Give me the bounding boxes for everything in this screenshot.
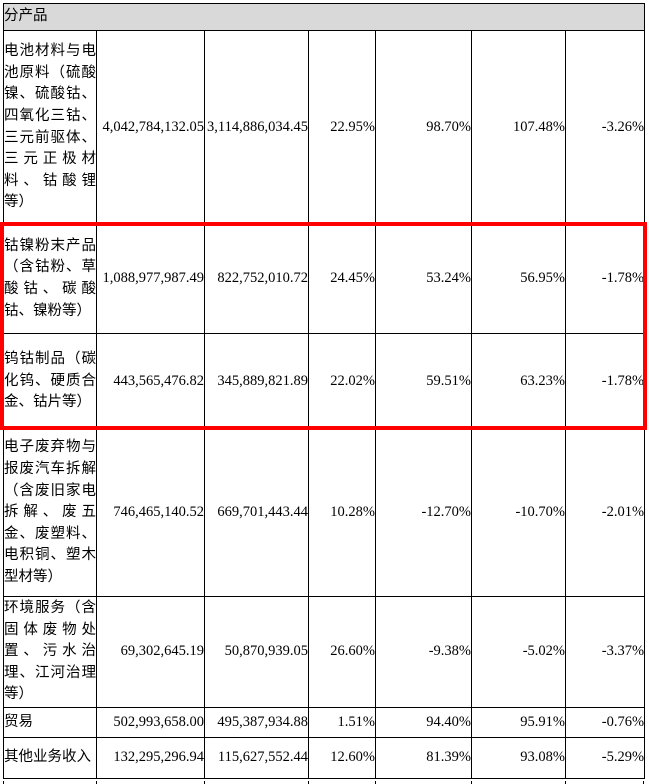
- cost-cell: 345,889,821.89: [204, 333, 309, 430]
- margin-yoy-cell: -2.01%: [564, 429, 646, 597]
- margin-cell: 10.28%: [308, 429, 376, 597]
- revenue-yoy-cell: 59.51%: [375, 333, 472, 430]
- product-name-cell: 钨钴制品（碳化钨、硬质合金、钴片等）: [3, 333, 97, 430]
- margin-yoy-cell: -1.78%: [564, 224, 646, 334]
- margin-yoy-cell: -1.78%: [564, 333, 646, 430]
- revenue-yoy-cell: 98.70%: [375, 30, 472, 225]
- revenue-yoy-cell: -12.70%: [375, 429, 472, 597]
- cost-cell: 495,387,934.88: [204, 707, 309, 738]
- revenue-cell: 746,465,140.52: [96, 429, 205, 597]
- revenue-yoy-cell: 81.39%: [375, 737, 472, 779]
- product-name-cell: 钴镍粉末产品（含钴粉、草酸钴、碳酸钴、镍粉等）: [3, 224, 97, 334]
- revenue-yoy-cell: -9.38%: [375, 596, 472, 708]
- table-row: 环境服务（含固体废物处置、污水治理、江河治理等） 69,302,645.19 5…: [3, 596, 646, 708]
- margin-cell: 22.02%: [308, 333, 376, 430]
- product-name-cell: 其他业务收入: [3, 737, 97, 779]
- table-row: 钴镍粉末产品（含钴粉、草酸钴、碳酸钴、镍粉等） 1,088,977,987.49…: [3, 224, 646, 334]
- column-divider: [204, 781, 308, 784]
- table-row: 贸易 502,993,658.00 495,387,934.88 1.51% 9…: [3, 707, 646, 738]
- column-divider: [3, 781, 96, 784]
- margin-cell: 26.60%: [308, 596, 376, 708]
- margin-yoy-cell: -0.76%: [564, 707, 646, 738]
- product-breakdown-table: 分产品 电池材料与电池原料（硫酸镍、硫酸钴、四氧化三钴、三元前驱体、三元正极材料…: [2, 3, 646, 779]
- revenue-yoy-cell: 53.24%: [375, 224, 472, 334]
- margin-yoy-cell: -3.37%: [564, 596, 646, 708]
- product-name-cell: 电池材料与电池原料（硫酸镍、硫酸钴、四氧化三钴、三元前驱体、三元正极材料、钴酸锂…: [3, 30, 97, 225]
- cost-yoy-cell: 107.48%: [471, 30, 566, 225]
- cost-cell: 822,752,010.72: [204, 224, 309, 334]
- column-divider: [375, 781, 471, 784]
- cost-yoy-cell: -10.70%: [471, 429, 566, 597]
- cost-yoy-cell: 95.91%: [471, 707, 566, 738]
- section-header-row: 分产品: [2, 3, 646, 31]
- table-row: 其他业务收入 132,295,296.94 115,627,552.44 12.…: [3, 737, 646, 779]
- margin-cell: 24.45%: [308, 224, 376, 334]
- next-row-fragment: [3, 781, 644, 784]
- revenue-cell: 4,042,784,132.05: [96, 30, 205, 225]
- column-divider: [96, 781, 204, 784]
- revenue-cell: 1,088,977,987.49: [96, 224, 205, 334]
- column-divider: [565, 781, 644, 784]
- product-name-cell: 电子废弃物与报废汽车拆解（含废旧家电拆解、废五金、废塑料、电积铜、塑木型材等）: [3, 429, 97, 597]
- margin-yoy-cell: -3.26%: [564, 30, 646, 225]
- product-name-cell: 环境服务（含固体废物处置、污水治理、江河治理等）: [3, 596, 97, 708]
- margin-cell: 12.60%: [308, 737, 376, 779]
- cost-cell: 50,870,939.05: [204, 596, 309, 708]
- cost-cell: 669,701,443.44: [204, 429, 309, 597]
- product-name-cell: 贸易: [3, 707, 97, 738]
- cost-yoy-cell: -5.02%: [471, 596, 566, 708]
- table-row: 钨钴制品（碳化钨、硬质合金、钴片等） 443,565,476.82 345,88…: [3, 333, 646, 430]
- column-divider: [308, 781, 375, 784]
- margin-yoy-cell: -5.29%: [564, 737, 646, 779]
- revenue-yoy-cell: 94.40%: [375, 707, 472, 738]
- table-row: 电池材料与电池原料（硫酸镍、硫酸钴、四氧化三钴、三元前驱体、三元正极材料、钴酸锂…: [3, 30, 646, 225]
- revenue-cell: 132,295,296.94: [96, 737, 205, 779]
- margin-cell: 22.95%: [308, 30, 376, 225]
- revenue-cell: 443,565,476.82: [96, 333, 205, 430]
- revenue-cell: 69,302,645.19: [96, 596, 205, 708]
- cost-yoy-cell: 56.95%: [471, 224, 566, 334]
- cost-cell: 3,114,886,034.45: [204, 30, 309, 225]
- section-header: 分产品: [2, 3, 646, 31]
- margin-cell: 1.51%: [308, 707, 376, 738]
- table-row: 电子废弃物与报废汽车拆解（含废旧家电拆解、废五金、废塑料、电积铜、塑木型材等） …: [3, 429, 646, 597]
- column-divider: [471, 781, 565, 784]
- revenue-cell: 502,993,658.00: [96, 707, 205, 738]
- cost-yoy-cell: 63.23%: [471, 333, 566, 430]
- cost-cell: 115,627,552.44: [204, 737, 309, 779]
- cost-yoy-cell: 93.08%: [471, 737, 566, 779]
